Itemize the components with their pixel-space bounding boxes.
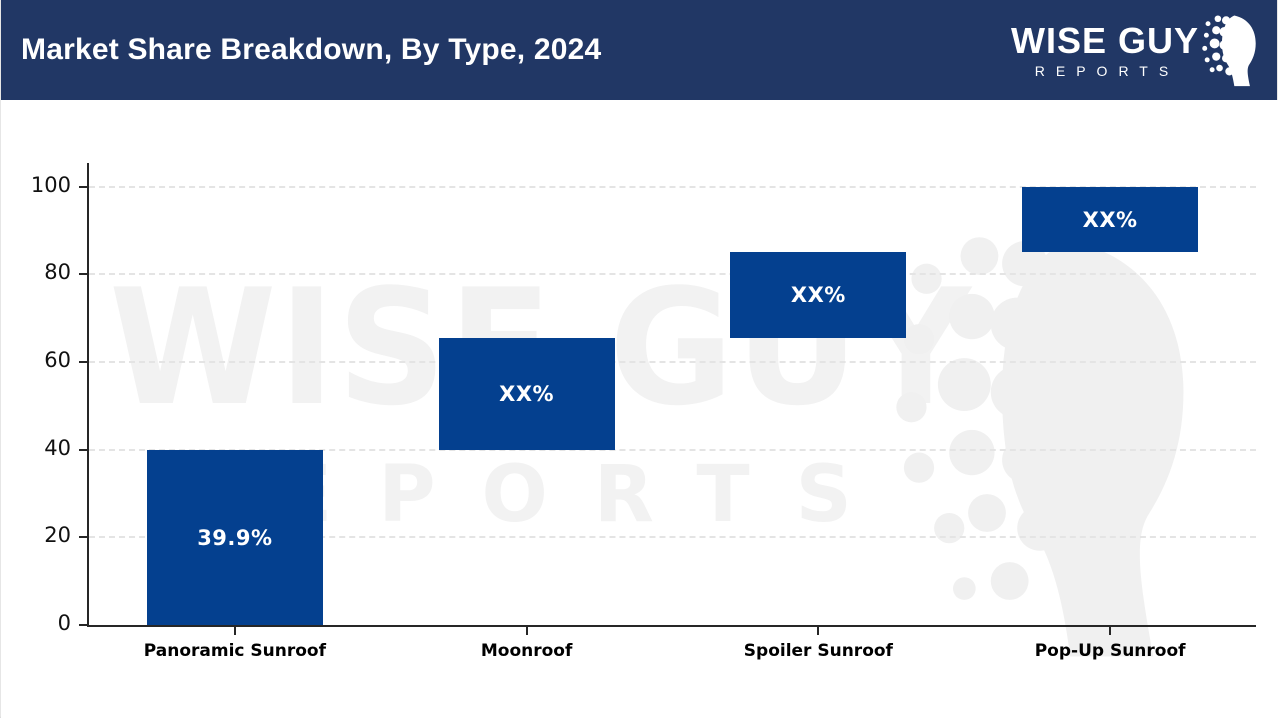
gridline bbox=[89, 536, 1256, 539]
bar-segment: XX% bbox=[438, 337, 615, 451]
bar-value-label: XX% bbox=[499, 381, 555, 406]
y-axis-tick bbox=[79, 448, 87, 451]
y-tick-label: 100 bbox=[30, 172, 71, 197]
wiseguy-logo: WISE GUY REPORTS bbox=[1011, 10, 1259, 90]
y-axis-tick bbox=[79, 361, 87, 363]
bar-segment: XX% bbox=[1022, 186, 1199, 253]
chart-title: Market Share Breakdown, By Type, 2024 bbox=[21, 33, 602, 66]
y-tick-label: 40 bbox=[44, 435, 71, 460]
x-axis-tick bbox=[525, 627, 528, 635]
gridline bbox=[89, 448, 1256, 451]
x-axis-tick bbox=[1109, 627, 1112, 635]
bar-segment: 39.9% bbox=[146, 450, 323, 625]
header-bar: Market Share Breakdown, By Type, 2024 WI… bbox=[1, 0, 1277, 100]
face-dots-icon bbox=[1202, 15, 1256, 87]
logo-line1: WISE GUY bbox=[1010, 19, 1199, 61]
y-axis-tick bbox=[79, 185, 87, 188]
bar-segment: XX% bbox=[730, 252, 907, 338]
y-tick-label: 0 bbox=[57, 611, 71, 635]
gridline bbox=[89, 361, 1256, 363]
y-axis-tick bbox=[79, 624, 87, 626]
logo-wordmark: WISE GUY REPORTS bbox=[1010, 19, 1199, 79]
logo-line2: REPORTS bbox=[1034, 62, 1180, 79]
x-category-label: Moonroof bbox=[480, 641, 573, 661]
y-axis-tick bbox=[79, 273, 87, 276]
x-axis-line bbox=[87, 625, 1256, 627]
gridline bbox=[89, 185, 1256, 188]
x-category-label: Panoramic Sunroof bbox=[143, 641, 326, 661]
bar-value-label: 39.9% bbox=[197, 525, 273, 550]
gridline bbox=[89, 273, 1256, 276]
y-axis-tick bbox=[79, 536, 87, 539]
y-axis-line bbox=[87, 163, 89, 627]
y-tick-label: 20 bbox=[44, 523, 71, 548]
y-tick-label: 60 bbox=[44, 348, 71, 372]
x-axis-tick bbox=[817, 627, 820, 635]
y-tick-label: 80 bbox=[44, 260, 71, 285]
x-category-label: Pop-Up Sunroof bbox=[1034, 641, 1186, 661]
bar-value-label: XX% bbox=[790, 283, 846, 308]
x-axis-tick bbox=[233, 627, 236, 635]
chart-area: WISE GUY REPORTS 0 20 40 60 80 100 39.9% XX% XX%… bbox=[1, 100, 1279, 718]
x-category-label: Spoiler Sunroof bbox=[743, 641, 893, 661]
plot: 0 20 40 60 80 100 39.9% XX% XX% XX% Panoramic Sunr… bbox=[1, 100, 1279, 718]
bar-value-label: XX% bbox=[1082, 207, 1138, 232]
